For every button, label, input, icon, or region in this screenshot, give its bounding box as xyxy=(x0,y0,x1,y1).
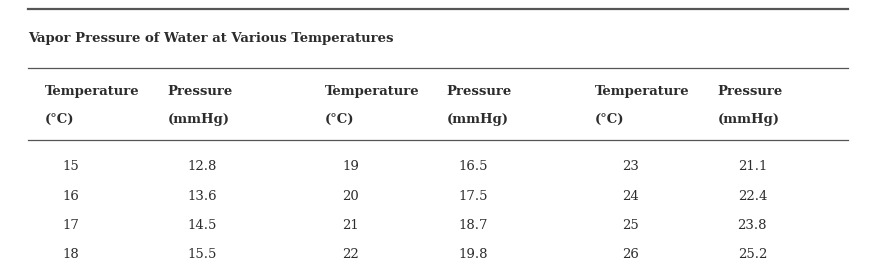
Text: 21: 21 xyxy=(343,219,359,232)
Text: Temperature: Temperature xyxy=(45,85,139,98)
Text: Temperature: Temperature xyxy=(595,85,689,98)
Text: Pressure: Pressure xyxy=(717,85,782,98)
Text: 18.7: 18.7 xyxy=(458,219,488,232)
Text: (°C): (°C) xyxy=(45,113,74,126)
Text: 20: 20 xyxy=(343,190,359,203)
Text: 15: 15 xyxy=(63,160,80,174)
Text: 23.8: 23.8 xyxy=(738,219,767,232)
Text: 15.5: 15.5 xyxy=(187,248,217,261)
Text: Vapor Pressure of Water at Various Temperatures: Vapor Pressure of Water at Various Tempe… xyxy=(27,32,393,45)
Text: Pressure: Pressure xyxy=(447,85,512,98)
Text: 13.6: 13.6 xyxy=(187,190,217,203)
Text: (mmHg): (mmHg) xyxy=(717,113,780,126)
Text: (mmHg): (mmHg) xyxy=(447,113,509,126)
Text: 18: 18 xyxy=(63,248,80,261)
Text: 25.2: 25.2 xyxy=(738,248,767,261)
Text: 17: 17 xyxy=(63,219,80,232)
Text: Pressure: Pressure xyxy=(167,85,232,98)
Text: 17.5: 17.5 xyxy=(458,190,488,203)
Text: (°C): (°C) xyxy=(324,113,354,126)
Text: 16.5: 16.5 xyxy=(458,160,488,174)
Text: 19.8: 19.8 xyxy=(458,248,488,261)
Text: 26: 26 xyxy=(622,248,639,261)
Text: 22.4: 22.4 xyxy=(738,190,767,203)
Text: 22: 22 xyxy=(343,248,359,261)
Text: 23: 23 xyxy=(622,160,639,174)
Text: Temperature: Temperature xyxy=(324,85,419,98)
Text: (°C): (°C) xyxy=(595,113,625,126)
Text: 21.1: 21.1 xyxy=(738,160,767,174)
Text: (mmHg): (mmHg) xyxy=(167,113,230,126)
Text: 14.5: 14.5 xyxy=(187,219,217,232)
Text: 19: 19 xyxy=(343,160,359,174)
Text: 12.8: 12.8 xyxy=(187,160,217,174)
Text: 25: 25 xyxy=(622,219,639,232)
Text: 16: 16 xyxy=(63,190,80,203)
Text: 24: 24 xyxy=(622,190,639,203)
